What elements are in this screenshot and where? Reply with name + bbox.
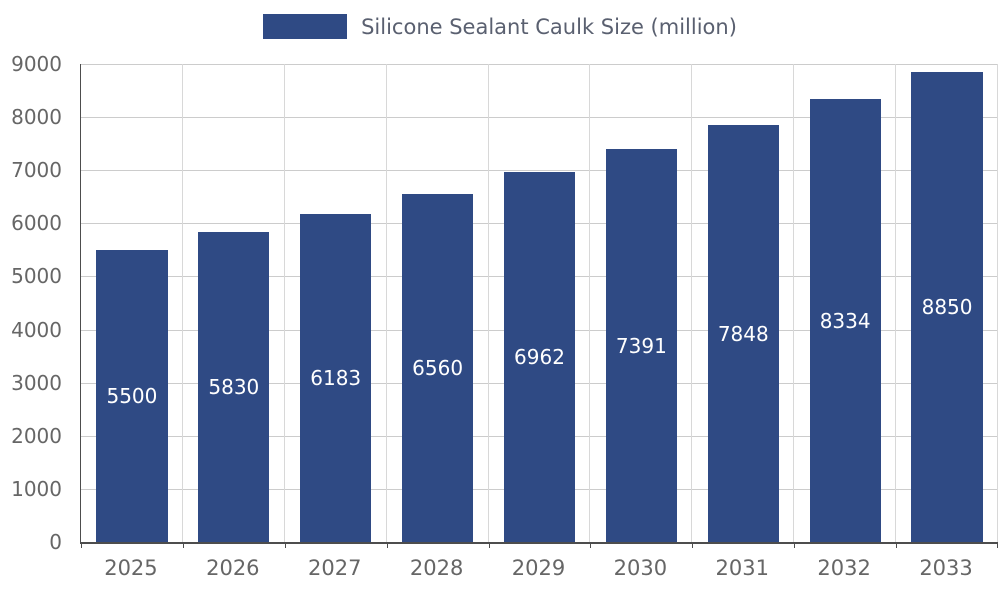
- x-tick-label-2028: 2028: [409, 556, 464, 580]
- gridline-x: [691, 64, 693, 542]
- legend-label[interactable]: Silicone Sealant Caulk Size (million): [361, 14, 737, 39]
- gridline-x: [283, 64, 285, 542]
- bar-value-label: 5500: [106, 383, 158, 408]
- legend[interactable]: Silicone Sealant Caulk Size (million): [0, 14, 1000, 39]
- y-tick-label: 1000: [11, 476, 62, 501]
- bar-2030: 7391: [605, 149, 678, 542]
- bar-value-label: 6962: [514, 345, 565, 370]
- x-tick-label-2026: 2026: [206, 556, 260, 580]
- x-axis-tick: [692, 542, 694, 548]
- x-axis-tick: [794, 542, 796, 548]
- bar-2033: 8850: [911, 71, 983, 542]
- y-axis-labels: 0 1000 2000 3000 4000 5000 6000 7000 8000 9000: [0, 52, 70, 554]
- x-tick-label-2029: 2029: [511, 556, 566, 580]
- y-tick-label: 5000: [11, 264, 62, 289]
- y-tick-label: 6000: [11, 211, 62, 236]
- x-tick-label-2033: 2033: [919, 556, 973, 580]
- gridline-x: [793, 64, 795, 542]
- gridline-y: [81, 64, 998, 65]
- bar-value-label: 7391: [615, 333, 667, 358]
- bar-value-label: 7848: [717, 321, 769, 346]
- bar-value-label: 6183: [310, 365, 362, 390]
- y-tick-label: 8000: [11, 105, 62, 130]
- x-tick-label-2032: 2032: [817, 556, 871, 580]
- y-tick-label: 2000: [11, 423, 62, 448]
- x-axis-tick: [386, 542, 388, 548]
- x-axis-tick: [896, 542, 898, 548]
- bar-2031: 7848: [707, 125, 779, 542]
- gridline-x: [997, 64, 998, 542]
- bar-2027: 6183: [300, 213, 372, 542]
- y-tick-label: 4000: [11, 317, 62, 342]
- x-axis-tick: [488, 542, 490, 548]
- y-tick-label: 7000: [11, 158, 62, 183]
- x-axis-tick: [997, 542, 998, 548]
- gridline-x: [487, 64, 489, 542]
- gridline-y: [81, 117, 998, 119]
- bar-value-label: 6560: [412, 355, 464, 380]
- gridline-x: [181, 64, 183, 542]
- x-tick-label-2031: 2031: [715, 556, 769, 580]
- y-tick-label: 9000: [11, 52, 62, 76]
- bar-2025: 5500: [96, 249, 168, 542]
- y-tick-label: 3000: [11, 370, 62, 395]
- gridline-y: [81, 170, 998, 172]
- gridline-x: [589, 64, 591, 542]
- bar-2032: 8334: [809, 99, 881, 542]
- x-tick-label-2025: 2025: [104, 556, 158, 580]
- x-axis-tick: [81, 542, 82, 548]
- plot-area: 5500 5830 6183 6560 6962 7391 7848 8334 8850: [80, 64, 998, 548]
- bar-value-label: 8850: [921, 294, 973, 319]
- legend-swatch[interactable]: [263, 14, 348, 39]
- x-axis-tick: [182, 542, 184, 548]
- gridline-x: [895, 64, 897, 542]
- bar-value-label: 5830: [208, 375, 260, 400]
- x-axis-labels: 2025 2026 2027 2028 2029 2030 2031 2032 2033: [80, 552, 997, 586]
- x-tick-label-2027: 2027: [307, 556, 362, 580]
- x-axis-tick: [284, 542, 286, 548]
- bar-2028: 6560: [401, 193, 474, 542]
- bar-2026: 5830: [198, 232, 270, 542]
- x-tick-label-2030: 2030: [613, 556, 668, 580]
- y-tick-label: 0: [49, 530, 62, 554]
- bar-2029: 6962: [503, 172, 576, 542]
- bar-value-label: 8334: [819, 308, 871, 333]
- x-axis-tick: [590, 542, 592, 548]
- gridline-x: [385, 64, 387, 542]
